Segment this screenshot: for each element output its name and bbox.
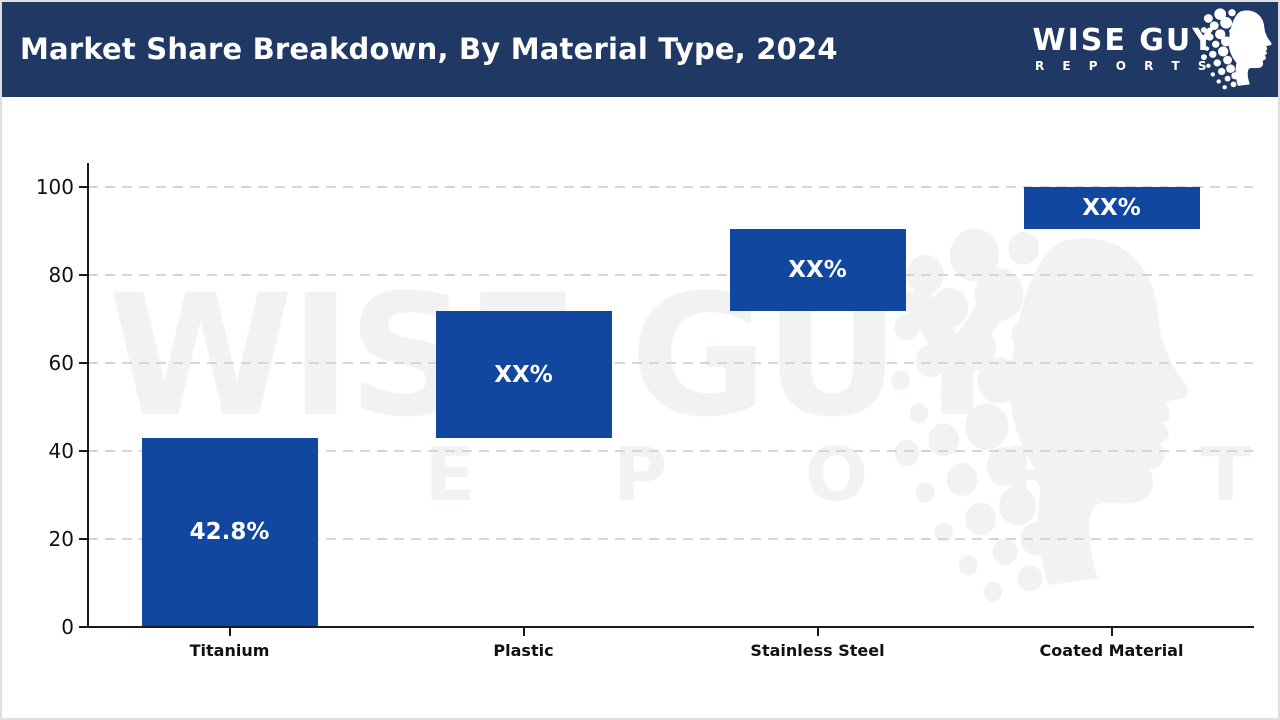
bar-value-label: XX% [494,361,553,388]
bar-coated-material: XX% [1023,186,1200,229]
bar-titanium: 42.8% [141,438,318,627]
y-tick-80 [79,273,87,276]
y-tick-0 [79,625,87,628]
y-tick-100 [79,185,87,188]
gridline-20 [88,537,1253,540]
bar-stainless-steel: XX% [729,228,906,312]
bar-plastic: XX% [435,311,612,439]
bar-value-label: XX% [1082,194,1141,221]
bar-value-label: XX% [788,257,847,284]
y-tick-40 [79,449,87,452]
x-axis-spine [87,625,1254,628]
x-tick-2 [816,627,819,636]
wise-guy-logo: WISE GUY R E P O R T S [1018,0,1272,97]
x-tick-1 [522,627,525,636]
x-tick-label-0: Titanium [189,641,270,660]
logo-face-icon [1200,8,1272,90]
gridline-100 [88,185,1253,188]
page-title: Market Share Breakdown, By Material Type… [20,31,838,66]
y-tick-label-40: 40 [48,438,74,463]
logo-text: WISE GUY R E P O R T S [1032,23,1216,74]
y-axis-spine [87,163,89,628]
bar-value-label: 42.8% [189,519,270,546]
y-tick-60 [79,361,87,364]
x-tick-label-3: Coated Material [1039,641,1184,660]
x-tick-label-1: Plastic [493,641,554,660]
x-tick-0 [228,627,231,636]
y-tick-label-60: 60 [48,350,74,375]
gridline-80 [88,273,1253,276]
header: Market Share Breakdown, By Material Type… [0,0,1280,97]
x-tick-3 [1110,627,1113,636]
logo-subtext: R E P O R T S [1034,59,1214,73]
y-tick-20 [79,537,87,540]
y-tick-label-20: 20 [48,526,74,551]
gridline-60 [88,361,1253,364]
y-tick-label-100: 100 [35,174,74,199]
y-tick-label-0: 0 [61,614,74,639]
x-tick-label-2: Stainless Steel [750,641,885,660]
logo-wordmark: WISE GUY [1032,23,1216,58]
gridline-40 [88,449,1253,452]
y-tick-label-80: 80 [48,262,74,287]
